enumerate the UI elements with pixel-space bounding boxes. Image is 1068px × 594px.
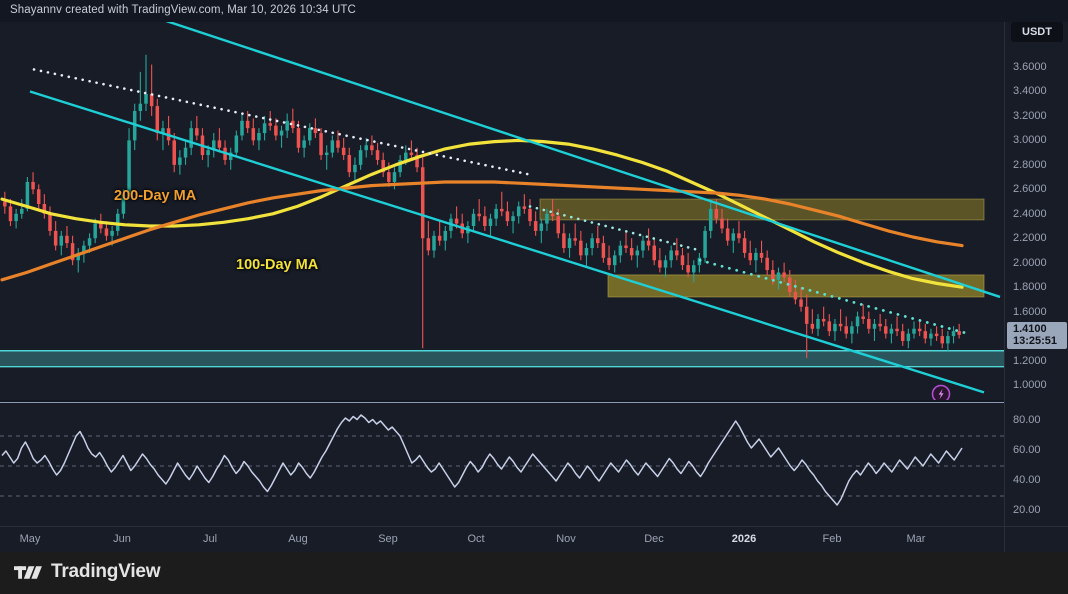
- current-price-badge[interactable]: 1.4100 13:25:51: [1007, 321, 1067, 349]
- price-tick: 1.6000: [1013, 305, 1047, 318]
- bar-countdown: 13:25:51: [1013, 334, 1058, 347]
- footer-bar: TradingView: [0, 552, 1068, 594]
- tradingview-logo-icon: [14, 565, 42, 579]
- time-tick: Dec: [644, 533, 664, 545]
- rsi-chart-canvas: [0, 414, 1004, 506]
- descending-channel-upper: [165, 22, 1001, 299]
- time-tick: Mar: [906, 533, 926, 545]
- price-tick: 2.6000: [1013, 183, 1047, 196]
- lower-dotted-trendline: [698, 258, 970, 336]
- time-tick: 2026: [731, 533, 757, 545]
- time-tick: Aug: [288, 533, 308, 545]
- price-tick: 3.6000: [1013, 61, 1047, 73]
- time-tick: Nov: [556, 533, 576, 545]
- lightning-bolt-icon: [931, 384, 951, 400]
- time-axis[interactable]: May Jun Jul Aug Sep Oct Nov Dec 2026 Feb Mar: [0, 526, 1004, 553]
- rsi-line: [1, 414, 963, 506]
- tradingview-logo[interactable]: TradingView: [14, 561, 161, 583]
- price-pane[interactable]: [0, 22, 1004, 400]
- ma200-label: 200-Day MA: [114, 188, 197, 204]
- ma200-line: [0, 180, 964, 282]
- price-tick: 3.0000: [1013, 134, 1047, 147]
- time-tick: Oct: [467, 533, 485, 545]
- ma100-label: 100-Day MA: [236, 257, 319, 273]
- candlestick-series: [3, 54, 961, 359]
- price-tick: 2.8000: [1013, 158, 1047, 171]
- price-tick: 3.4000: [1013, 85, 1047, 98]
- price-tick: 1.8000: [1013, 281, 1047, 294]
- price-tick: 2.4000: [1013, 207, 1047, 220]
- price-tick: 1.0000: [1013, 379, 1047, 391]
- descending-channel-lower: [29, 90, 985, 394]
- axis-corner: [1004, 526, 1068, 553]
- price-tick: 2.0000: [1013, 256, 1047, 269]
- price-tick: 2.2000: [1013, 232, 1047, 245]
- rsi-pane[interactable]: [0, 402, 1004, 527]
- price-chart-canvas: [0, 22, 1004, 400]
- upper-dotted-trendline: [32, 68, 532, 176]
- brand-name: TradingView: [51, 561, 161, 582]
- time-tick: Jun: [113, 533, 131, 545]
- rsi-tick: 20.00: [1013, 504, 1041, 516]
- rsi-tick: 80.00: [1013, 414, 1041, 426]
- price-axis[interactable]: USDT 3.6000 3.4000 3.2000 3.0000 2.8000 2.600…: [1004, 22, 1068, 526]
- attribution-text: Shayannv created with TradingView.com, M…: [10, 4, 356, 16]
- time-tick: Sep: [378, 533, 398, 545]
- mid-dotted-trendline: [528, 205, 702, 252]
- price-tick: 1.2000: [1013, 354, 1047, 367]
- price-tick: 3.2000: [1013, 109, 1047, 122]
- current-price-value: 1.4100: [1013, 322, 1047, 335]
- rsi-tick: 40.00: [1013, 474, 1041, 486]
- time-tick: Feb: [822, 533, 842, 545]
- support-band: [0, 350, 1004, 367]
- rsi-tick: 60.00: [1013, 444, 1041, 456]
- chart-header: Shayannv created with TradingView.com, M…: [0, 0, 1068, 22]
- time-tick: Jul: [202, 533, 218, 545]
- time-tick: May: [19, 533, 41, 545]
- currency-badge[interactable]: USDT: [1011, 22, 1063, 42]
